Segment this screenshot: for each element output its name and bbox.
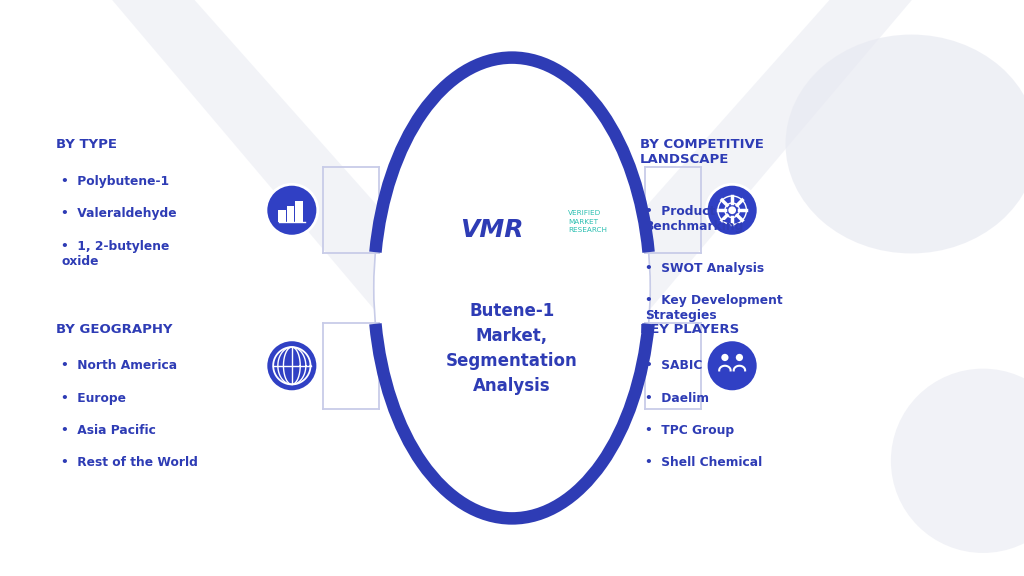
Text: •  Daelim: • Daelim — [645, 392, 709, 405]
Text: •  Product
Benchmarking: • Product Benchmarking — [645, 205, 744, 233]
Text: •  TPC Group: • TPC Group — [645, 424, 734, 437]
Text: •  Europe: • Europe — [61, 392, 126, 405]
Text: KEY PLAYERS: KEY PLAYERS — [640, 323, 739, 336]
Text: VMR: VMR — [460, 218, 523, 242]
Polygon shape — [102, 0, 922, 472]
Text: •  Rest of the World: • Rest of the World — [61, 456, 199, 469]
Text: •  Valeraldehyde: • Valeraldehyde — [61, 207, 177, 221]
Text: •  North America: • North America — [61, 359, 177, 373]
Text: •  SABIC: • SABIC — [645, 359, 702, 373]
Ellipse shape — [707, 340, 758, 392]
Ellipse shape — [721, 354, 728, 361]
Text: •  Polybutene-1: • Polybutene-1 — [61, 175, 170, 188]
Bar — [295, 201, 303, 222]
Text: BY GEOGRAPHY: BY GEOGRAPHY — [56, 323, 173, 336]
Text: Butene-1
Market,
Segmentation
Analysis: Butene-1 Market, Segmentation Analysis — [446, 302, 578, 395]
Ellipse shape — [266, 340, 317, 392]
Ellipse shape — [891, 369, 1024, 553]
Bar — [279, 210, 286, 222]
Text: •  1, 2-butylene
oxide: • 1, 2-butylene oxide — [61, 240, 170, 268]
Bar — [287, 206, 295, 222]
Ellipse shape — [266, 184, 317, 236]
Ellipse shape — [374, 58, 650, 518]
Text: •  Asia Pacific: • Asia Pacific — [61, 424, 157, 437]
Text: •  SWOT Analysis: • SWOT Analysis — [645, 262, 764, 275]
Ellipse shape — [736, 354, 743, 361]
Text: BY COMPETITIVE
LANDSCAPE: BY COMPETITIVE LANDSCAPE — [640, 138, 764, 166]
Ellipse shape — [728, 206, 736, 214]
Text: •  Shell Chemical: • Shell Chemical — [645, 456, 763, 469]
Ellipse shape — [707, 184, 758, 236]
Text: BY TYPE: BY TYPE — [56, 138, 118, 151]
Text: •  Key Development
Strategies: • Key Development Strategies — [645, 294, 782, 322]
Ellipse shape — [785, 35, 1024, 253]
Text: VERIFIED
MARKET
RESEARCH: VERIFIED MARKET RESEARCH — [568, 210, 607, 233]
